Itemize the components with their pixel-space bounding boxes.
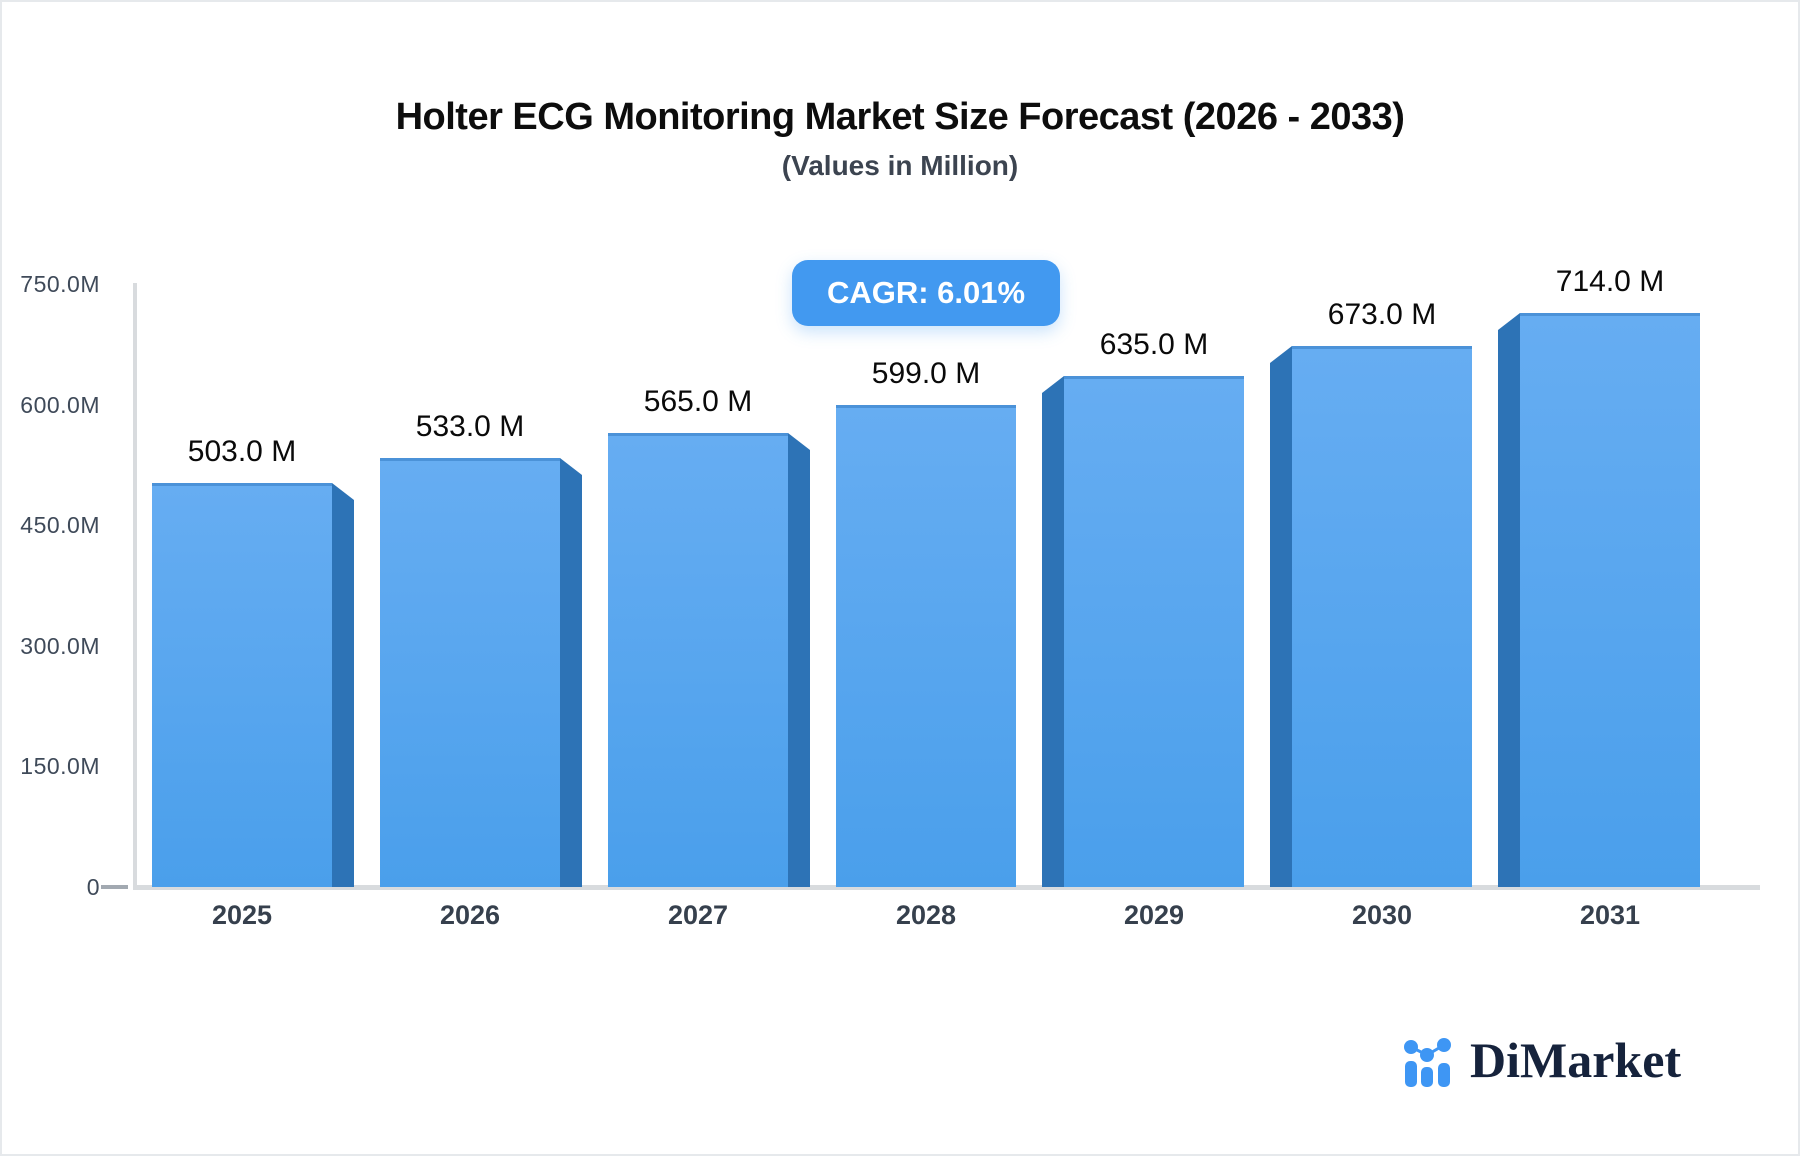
x-axis-label-2025: 2025 — [211, 900, 273, 930]
y-axis-tick-label: 150.0M — [20, 753, 100, 779]
bar-2030[interactable] — [1292, 346, 1472, 887]
x-axis-baseline — [133, 885, 1760, 890]
bar-2031[interactable] — [1520, 313, 1700, 887]
bar-value-label-2029: 635.0 M — [1099, 328, 1209, 361]
chart-title: Holter ECG Monitoring Market Size Foreca… — [395, 96, 1405, 138]
bar-side-face-2026 — [560, 458, 582, 887]
bar-value-label-2028: 599.0 M — [871, 357, 981, 390]
bar-chart-logo-icon — [1404, 1038, 1451, 1087]
bar-value-label-2031: 714.0 M — [1555, 265, 1665, 298]
x-axis-label-2029: 2029 — [1123, 900, 1185, 930]
x-axis-label-2028: 2028 — [895, 900, 957, 930]
logo: DiMarket — [1398, 1024, 1681, 1090]
bar-2027[interactable] — [608, 433, 788, 887]
bar-2025[interactable] — [152, 483, 332, 887]
x-axis-label-2030: 2030 — [1351, 900, 1413, 930]
bar-side-face-2030 — [1270, 346, 1292, 887]
bar-2029[interactable] — [1064, 376, 1244, 887]
bar-side-face-2027 — [788, 433, 810, 887]
cagr-badge: CAGR: 6.01% — [792, 260, 1060, 326]
y-axis-line — [133, 283, 137, 887]
bar-value-label-2030: 673.0 M — [1327, 298, 1437, 331]
bar-side-face-2029 — [1042, 376, 1064, 887]
y-axis-tick-label: 300.0M — [20, 633, 100, 659]
bar-value-label-2026: 533.0 M — [415, 410, 525, 443]
y-axis-tick-label: 750.0M — [20, 271, 100, 297]
bar-value-label-2025: 503.0 M — [187, 435, 297, 468]
y-axis-tick-label: 450.0M — [20, 512, 100, 538]
logo-text: DiMarket — [1470, 1032, 1682, 1088]
bar-side-face-2031 — [1498, 313, 1520, 887]
bar-2028[interactable] — [836, 405, 1016, 887]
bar-value-label-2027: 565.0 M — [643, 385, 753, 418]
y-axis-tick-label: 600.0M — [20, 392, 100, 418]
chart-subtitle: (Values in Million) — [781, 150, 1019, 181]
bar-side-face-2025 — [332, 483, 354, 887]
y-axis-tick-label: 0 — [86, 874, 100, 900]
bar-2026[interactable] — [380, 458, 560, 887]
zero-tick-mark — [101, 885, 128, 889]
cagr-badge-label: CAGR: 6.01% — [826, 275, 1026, 310]
x-axis-label-2026: 2026 — [439, 900, 501, 930]
x-axis-label-2027: 2027 — [667, 900, 729, 930]
x-axis-label-2031: 2031 — [1579, 900, 1641, 930]
